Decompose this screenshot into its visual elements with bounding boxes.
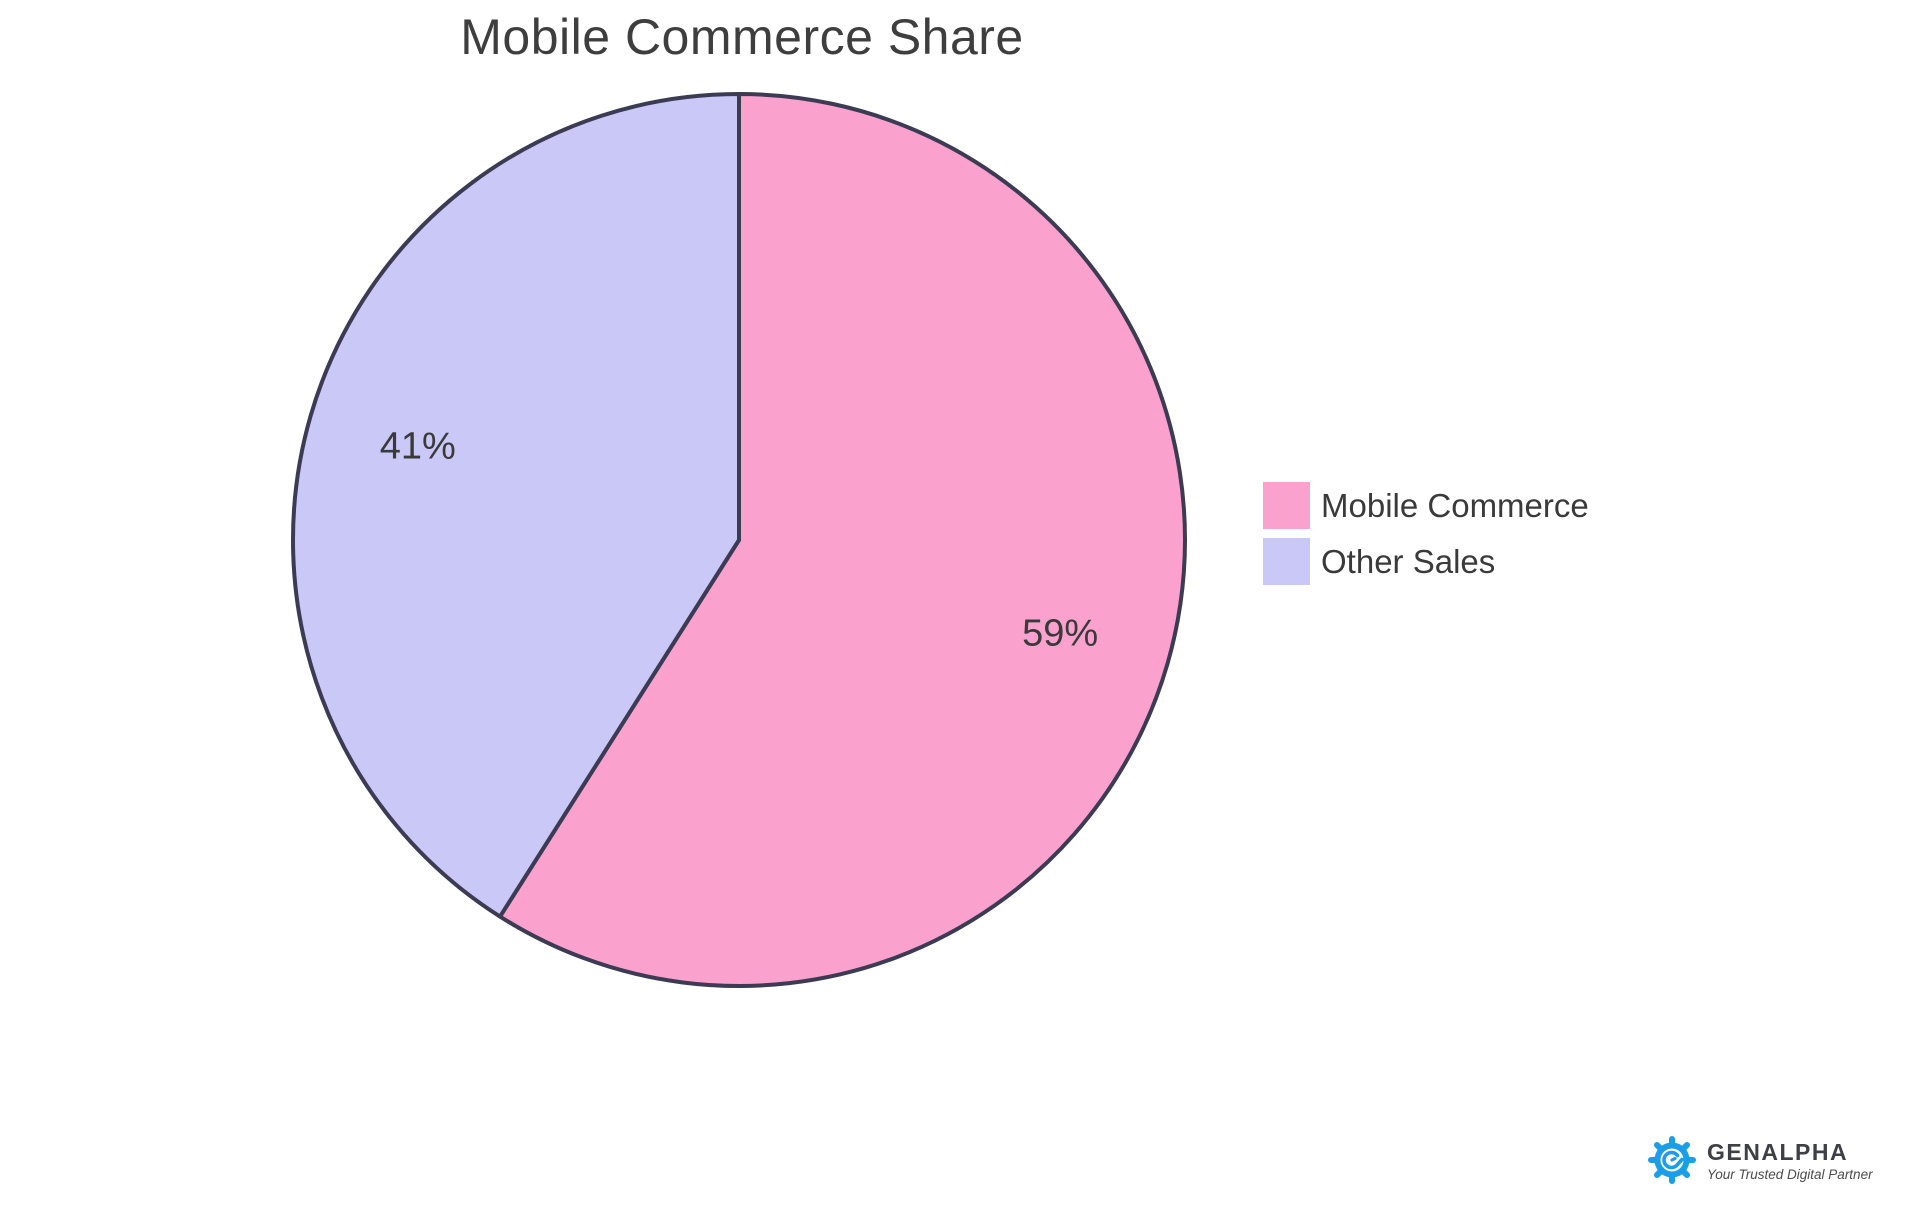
pie-slice-mobile-commerce (498, 92, 1187, 988)
pie-slice-label: 41% (380, 426, 456, 468)
legend-item-other-sales: Other Sales (1263, 538, 1589, 585)
pie-slice-other-sales (291, 92, 741, 919)
legend: Mobile Commerce Other Sales (1263, 482, 1589, 585)
brand-logo: GENALPHA Your Trusted Digital Partner (1646, 1134, 1873, 1186)
pie-slice-label: 59% (1022, 612, 1098, 654)
chart-title: Mobile Commerce Share (460, 9, 1024, 65)
legend-swatch-other-sales (1263, 538, 1310, 585)
legend-item-mobile-commerce: Mobile Commerce (1263, 482, 1589, 529)
genalpha-gear-icon (1648, 1136, 1696, 1184)
brand-tagline: Your Trusted Digital Partner (1707, 1167, 1873, 1183)
legend-swatch-mobile-commerce (1263, 482, 1310, 529)
pie-chart-svg: 59% 41% (291, 92, 1187, 988)
pie-chart: 59% 41% (284, 85, 1194, 995)
legend-label: Other Sales (1321, 542, 1496, 580)
legend-label: Mobile Commerce (1321, 486, 1589, 524)
brand-text: GENALPHA Your Trusted Digital Partner (1707, 1134, 1873, 1182)
brand-name: GENALPHA (1707, 1139, 1849, 1165)
